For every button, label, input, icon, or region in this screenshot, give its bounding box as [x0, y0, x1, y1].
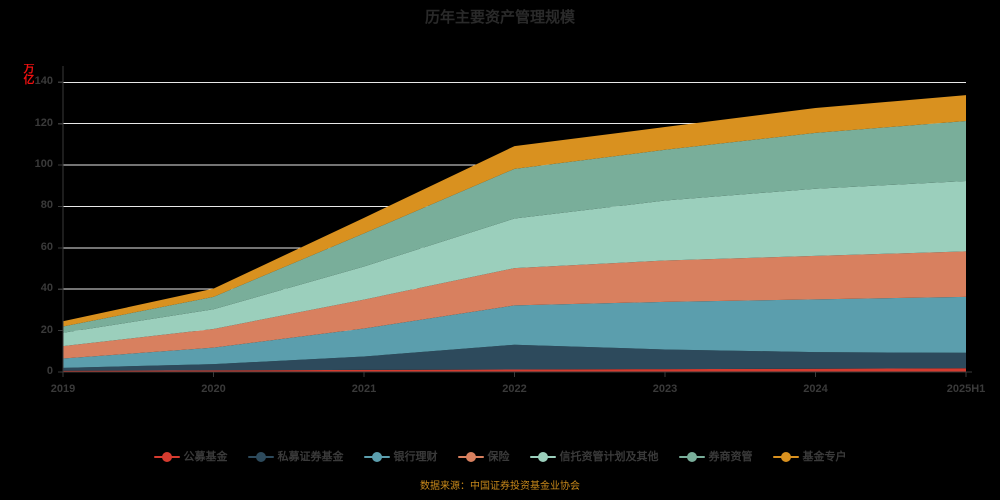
- legend-item-5[interactable]: 券商资管: [678, 450, 753, 464]
- legend-item-1[interactable]: 私募证券基金: [247, 450, 344, 464]
- y-tick-label-0: 140: [34, 75, 53, 88]
- legend-label: 公募基金: [183, 451, 228, 463]
- x-tick-label-4: 2023: [652, 383, 678, 395]
- y-tick-label-4: 60: [40, 240, 53, 253]
- legend-item-6[interactable]: 基金专户: [772, 450, 847, 464]
- legend-marker-icon: [363, 450, 390, 464]
- legend-marker-icon: [678, 450, 705, 464]
- area-series-1: [63, 344, 966, 371]
- x-tick-label-0: 2019: [50, 383, 76, 395]
- legend-label: 保险: [487, 451, 510, 463]
- y-tick-label-2: 100: [34, 158, 53, 171]
- x-tick-label-2: 2021: [351, 383, 377, 395]
- legend-marker-icon: [529, 450, 556, 464]
- x-tick-label-6: 2025H1: [946, 383, 986, 395]
- y-tick-label-6: 20: [40, 323, 53, 336]
- legend-label: 基金专户: [802, 451, 847, 463]
- legend-label: 信托资管计划及其他: [559, 451, 659, 463]
- chart-legend: 公募基金 私募证券基金 银行理财 保险 信托资管计划及其他 券商资管 基金专户: [0, 450, 1000, 464]
- legend-marker-icon: [772, 450, 799, 464]
- legend-item-0[interactable]: 公募基金: [153, 450, 228, 464]
- legend-marker-icon: [153, 450, 180, 464]
- legend-item-3[interactable]: 保险: [457, 450, 510, 464]
- y-tick-label-1: 120: [34, 116, 53, 129]
- page-title: 历年主要资产管理规模: [424, 9, 575, 26]
- x-tick-label-1: 2020: [201, 383, 226, 395]
- area-series-5: [63, 121, 966, 333]
- area-series-4: [63, 181, 966, 347]
- area-series-0: [63, 368, 966, 372]
- legend-marker-icon: [457, 450, 484, 464]
- y-tick-label-3: 80: [40, 199, 53, 212]
- legend-marker-icon: [247, 450, 274, 464]
- area-series-2: [63, 296, 966, 368]
- y-axis-unit-label: 万亿: [23, 64, 35, 86]
- legend-label: 券商资管: [708, 451, 753, 463]
- area-series-6: [63, 95, 966, 327]
- legend-label: 私募证券基金: [277, 451, 344, 463]
- x-tick-label-5: 2024: [803, 383, 828, 395]
- source-note: 数据来源：中国证券投资基金业协会: [420, 481, 580, 492]
- legend-item-2[interactable]: 银行理财: [363, 450, 438, 464]
- y-tick-label-7: 0: [46, 365, 53, 377]
- legend-item-4[interactable]: 信托资管计划及其他: [529, 450, 659, 464]
- y-tick-label-5: 40: [40, 282, 53, 295]
- area-series-3: [63, 251, 966, 359]
- x-tick-label-3: 2022: [502, 383, 527, 395]
- legend-label: 银行理财: [393, 451, 438, 463]
